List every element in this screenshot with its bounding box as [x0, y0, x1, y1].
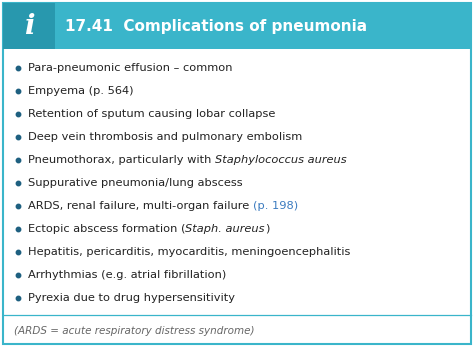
Text: Pyrexia due to drug hypersensitivity: Pyrexia due to drug hypersensitivity [28, 293, 235, 303]
Text: Deep vein thrombosis and pulmonary embolism: Deep vein thrombosis and pulmonary embol… [28, 132, 302, 142]
Text: ARDS, renal failure, multi-organ failure: ARDS, renal failure, multi-organ failure [28, 201, 253, 211]
FancyBboxPatch shape [3, 3, 55, 49]
Text: Staphylococcus aureus: Staphylococcus aureus [215, 155, 346, 165]
Text: i: i [24, 12, 34, 40]
FancyBboxPatch shape [3, 3, 471, 344]
Text: ): ) [265, 224, 269, 234]
Text: Ectopic abscess formation (: Ectopic abscess formation ( [28, 224, 185, 234]
Text: Suppurative pneumonia/lung abscess: Suppurative pneumonia/lung abscess [28, 178, 243, 188]
Text: Retention of sputum causing lobar collapse: Retention of sputum causing lobar collap… [28, 109, 275, 119]
Text: (p. 198): (p. 198) [253, 201, 298, 211]
Text: Empyema (p. 564): Empyema (p. 564) [28, 86, 134, 96]
Text: Hepatitis, pericarditis, myocarditis, meningoencephalitis: Hepatitis, pericarditis, myocarditis, me… [28, 247, 350, 257]
Text: Pneumothorax, particularly with: Pneumothorax, particularly with [28, 155, 215, 165]
Text: (ARDS = acute respiratory distress syndrome): (ARDS = acute respiratory distress syndr… [14, 326, 255, 336]
Text: Staph. aureus: Staph. aureus [185, 224, 265, 234]
FancyBboxPatch shape [3, 3, 471, 49]
Text: Arrhythmias (e.g. atrial fibrillation): Arrhythmias (e.g. atrial fibrillation) [28, 270, 226, 280]
Text: 17.41  Complications of pneumonia: 17.41 Complications of pneumonia [65, 18, 367, 34]
Text: Para-pneumonic effusion – common: Para-pneumonic effusion – common [28, 64, 233, 74]
